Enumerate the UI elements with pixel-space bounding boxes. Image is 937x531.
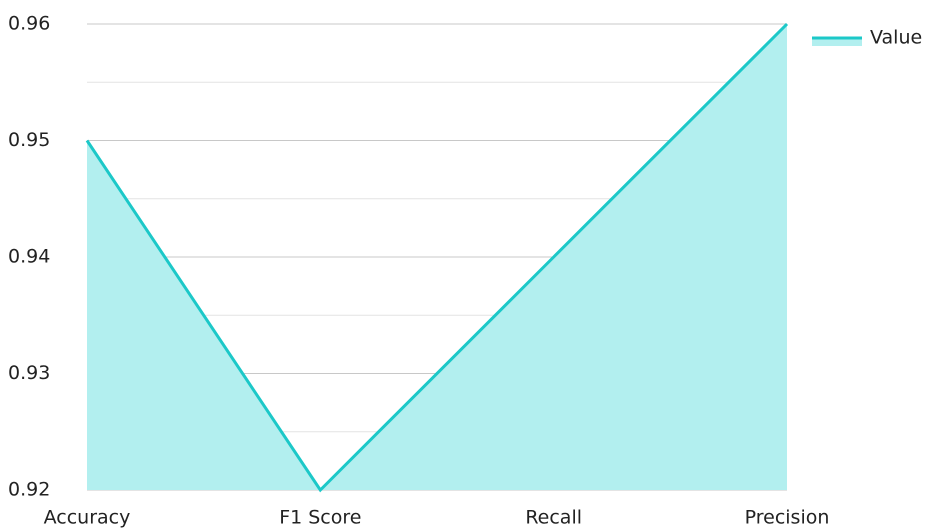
y-tick-label: 0.92 bbox=[8, 479, 50, 501]
x-tick-label: Recall bbox=[525, 507, 582, 529]
y-tick-label: 0.94 bbox=[8, 246, 50, 268]
y-tick-label: 0.95 bbox=[8, 129, 50, 151]
legend-swatch bbox=[812, 38, 862, 46]
x-tick-label: Precision bbox=[745, 507, 830, 529]
y-tick-label: 0.93 bbox=[8, 362, 50, 384]
y-tick-label: 0.96 bbox=[8, 13, 50, 35]
legend-label: Value bbox=[870, 27, 922, 49]
x-tick-label: F1 Score bbox=[279, 507, 361, 529]
area bbox=[87, 24, 787, 490]
line bbox=[85, 22, 789, 493]
x-tick-label: Accuracy bbox=[44, 507, 131, 529]
